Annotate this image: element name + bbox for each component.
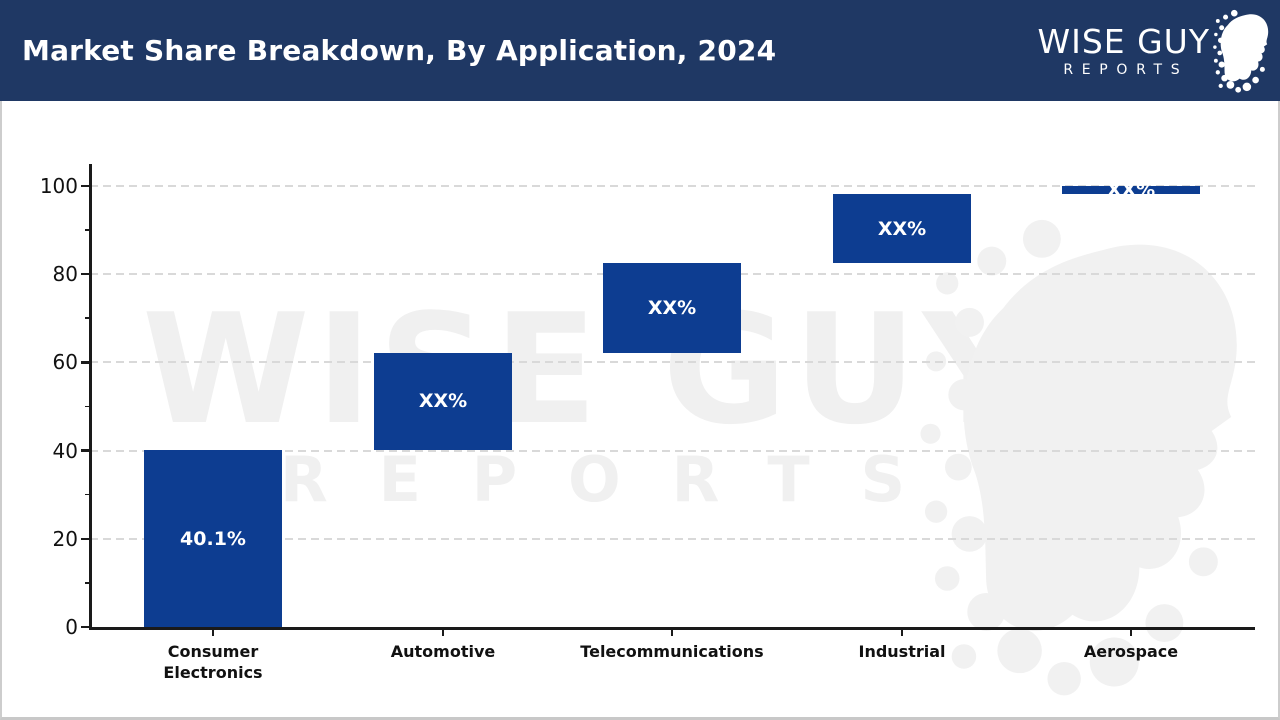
wise-guy-reports-logo: WISE GUY REPORTS [1037, 8, 1280, 94]
x-tick-mark [900, 627, 904, 636]
header-banner: Market Share Breakdown, By Application, … [0, 0, 1280, 101]
y-axis-tick-label: 100 [39, 173, 78, 198]
y-minor-tick-mark [85, 229, 90, 231]
gridline-y-100 [90, 184, 1255, 187]
logo-head-icon [1212, 8, 1274, 94]
logo-wordmark: WISE GUY [1037, 21, 1210, 61]
x-tick-mark [211, 627, 215, 636]
x-axis-category-label: Automotive [390, 642, 496, 661]
y-minor-tick-mark [85, 582, 90, 584]
y-tick-mark [81, 184, 90, 187]
y-tick-mark [81, 272, 90, 276]
x-axis-category-label: Industrial [858, 642, 946, 661]
x-axis-category-label: Consumer Electronics [163, 642, 263, 682]
y-minor-tick-mark [85, 493, 90, 496]
y-axis-spine [89, 164, 92, 629]
y-minor-tick-mark [85, 405, 90, 408]
gridline-y-60 [90, 361, 1255, 364]
gridline-y-20 [90, 537, 1255, 540]
y-tick-mark [81, 625, 90, 629]
watermark-wordmark: WISE GUY [142, 281, 1039, 458]
bar-value-label: XX% [418, 390, 468, 413]
y-axis-tick-label: 40 [52, 438, 78, 463]
chart-area: WISE GUY REPORTS 0 20 40 60 80 100 40.1% XX% XX%… [2, 101, 1278, 717]
x-axis-category-label: Telecommunications [580, 642, 764, 661]
y-tick-mark [81, 537, 90, 540]
y-tick-mark [81, 361, 90, 364]
gridline-y-40 [90, 449, 1255, 452]
bar-telecommunications [603, 262, 741, 353]
bar-industrial [833, 194, 971, 263]
bar-value-label: XX% [1106, 178, 1156, 201]
y-axis-tick-label: 0 [65, 615, 78, 639]
bar-consumer-electronics [144, 450, 282, 627]
bar-value-label: XX% [877, 217, 927, 240]
x-axis-category-label: Aerospace [1083, 642, 1179, 661]
y-minor-tick-mark [85, 317, 90, 319]
bar-value-label: XX% [647, 296, 697, 319]
x-tick-mark [670, 627, 674, 636]
bar-aerospace [1062, 185, 1200, 195]
y-tick-mark [81, 449, 90, 452]
bar-value-label: 40.1% [180, 527, 246, 550]
page-title: Market Share Breakdown, By Application, … [22, 34, 777, 67]
y-axis-tick-label: 20 [52, 526, 78, 551]
y-axis-tick-label: 80 [52, 262, 78, 286]
y-axis-tick-label: 60 [52, 350, 78, 375]
logo-subtitle: REPORTS [1063, 61, 1189, 78]
bar-automotive [374, 352, 512, 451]
x-tick-mark [441, 627, 445, 636]
x-tick-mark [1129, 627, 1133, 636]
logo-text: WISE GUY REPORTS [1037, 25, 1210, 77]
watermark-subtitle: REPORTS [280, 443, 957, 516]
